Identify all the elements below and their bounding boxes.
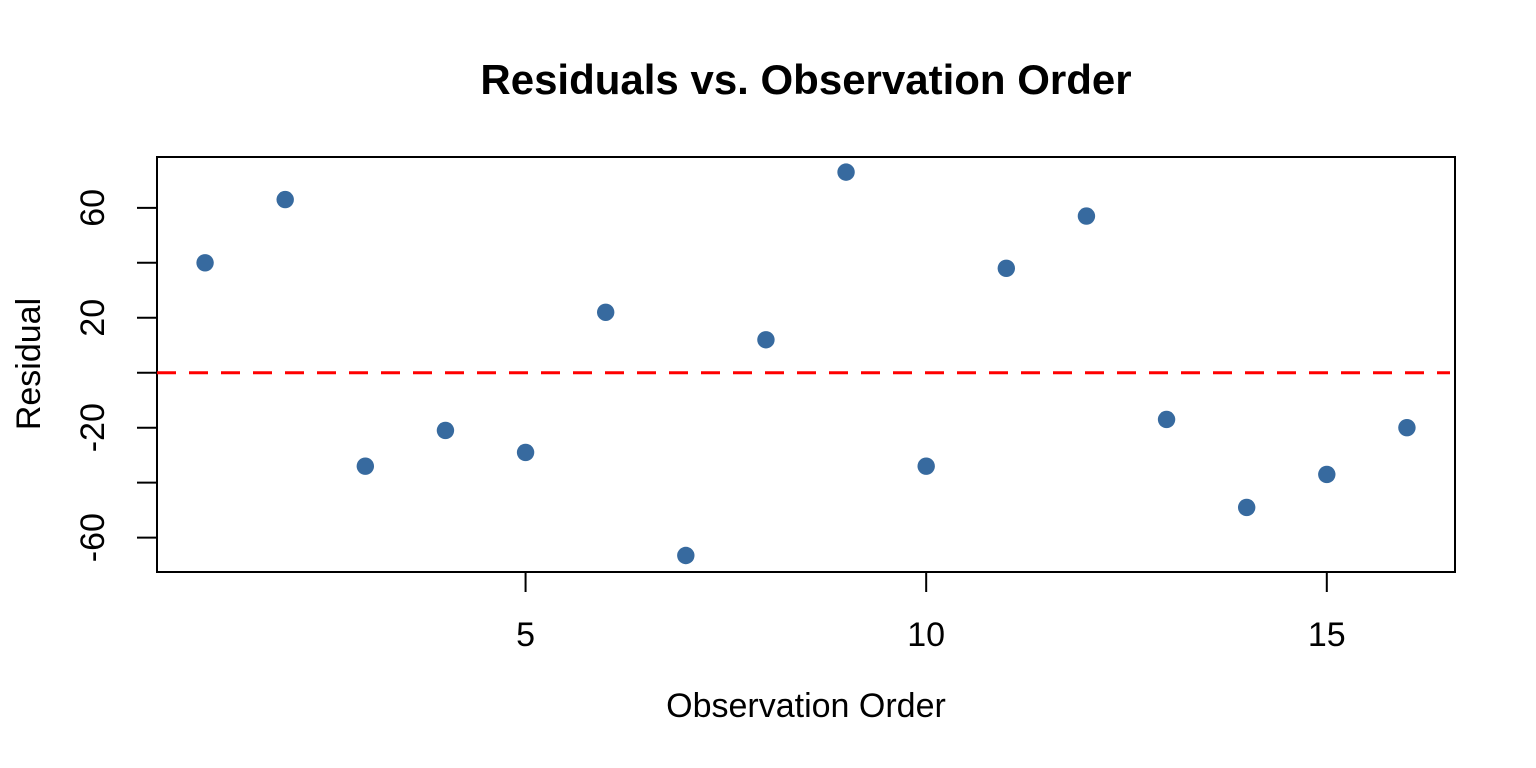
data-point xyxy=(356,457,375,475)
y-tick-label: -20 xyxy=(74,403,112,452)
data-point xyxy=(837,163,855,181)
data-point xyxy=(516,443,535,462)
x-tick-label: 10 xyxy=(907,616,945,654)
y-axis-label: Residual xyxy=(10,298,48,430)
y-axis-ticks: -60 -20 20 60 xyxy=(74,189,157,562)
data-point xyxy=(276,190,294,209)
data-point xyxy=(196,254,214,272)
data-points xyxy=(196,163,1416,565)
data-point xyxy=(757,331,775,349)
x-tick-label: 15 xyxy=(1308,616,1346,654)
data-point xyxy=(596,303,615,321)
data-point xyxy=(677,546,695,565)
x-axis-ticks: 5 10 15 xyxy=(516,572,1346,654)
data-point xyxy=(1157,410,1176,429)
data-point xyxy=(997,259,1016,278)
data-point xyxy=(1237,498,1256,517)
x-axis-label: Observation Order xyxy=(666,687,946,725)
data-point xyxy=(436,421,455,440)
plot-border xyxy=(156,156,1456,573)
data-point xyxy=(1398,419,1416,437)
y-tick-label: 20 xyxy=(74,299,112,337)
y-tick-label: -60 xyxy=(74,513,112,562)
y-tick-label: 60 xyxy=(74,189,112,227)
data-point xyxy=(1318,465,1336,484)
data-point xyxy=(1077,207,1096,225)
chart-title: Residuals vs. Observation Order xyxy=(480,56,1131,103)
x-tick-label: 5 xyxy=(516,616,535,654)
data-point xyxy=(917,457,935,475)
